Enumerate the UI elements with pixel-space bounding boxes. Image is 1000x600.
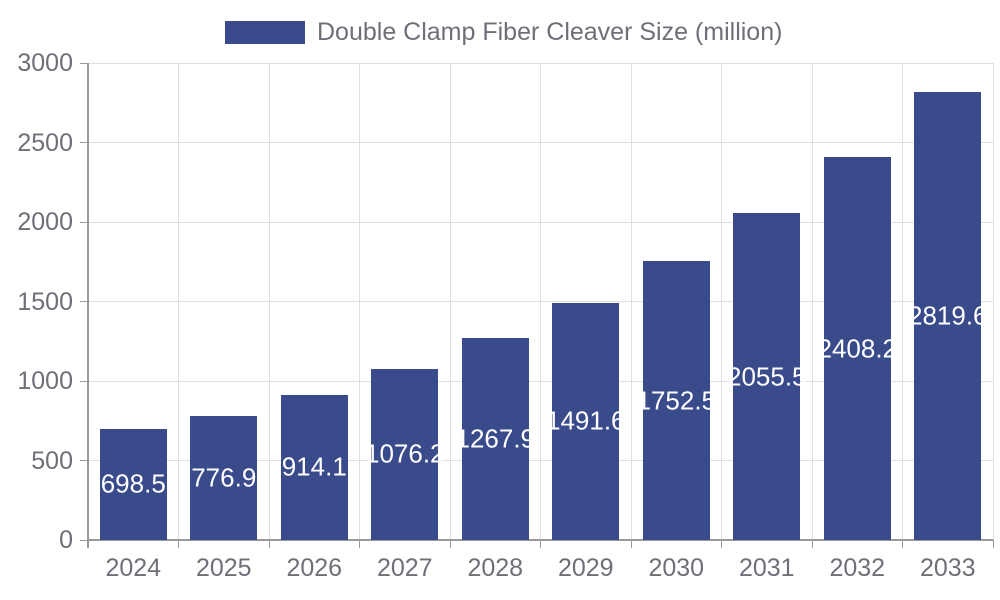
bar[interactable] <box>914 91 982 540</box>
bar[interactable] <box>552 302 620 540</box>
y-tick-label: 2000 <box>17 208 73 236</box>
x-tick-label: 2028 <box>467 554 524 582</box>
y-tick <box>80 221 88 223</box>
bar-value-label: 2408.2 <box>817 333 898 364</box>
x-tick-label: 2030 <box>648 554 705 582</box>
bar[interactable] <box>642 261 710 540</box>
bar[interactable] <box>371 368 439 540</box>
gridline-v <box>449 63 451 540</box>
y-tick-label: 3000 <box>17 49 73 77</box>
gridline-v <box>721 63 722 540</box>
bar-value-label: 914.1 <box>281 451 347 482</box>
y-tick-label: 0 <box>59 526 73 554</box>
bar[interactable] <box>823 157 891 540</box>
x-axis-line <box>88 539 993 541</box>
gridline-v <box>811 63 813 540</box>
x-tick <box>268 540 270 548</box>
y-tick <box>80 539 88 541</box>
plot-area: 0 500 1000 1500 2000 2500 3000 698.5 2024 776.9 20… <box>17 49 994 582</box>
x-tick <box>449 540 451 548</box>
x-tick-label: 2026 <box>286 554 343 582</box>
x-tick <box>811 540 813 548</box>
x-tick <box>178 540 179 548</box>
bar[interactable] <box>733 213 801 540</box>
bar-value-label: 1491.6 <box>545 405 626 436</box>
gridline-v <box>630 63 632 540</box>
y-tick <box>80 62 88 64</box>
gridline-v <box>902 63 903 540</box>
bar-value-label: 698.5 <box>100 468 166 499</box>
legend-item[interactable]: Double Clamp Fiber Cleaver Size (million… <box>225 20 782 45</box>
bar-value-label: 1076.2 <box>364 438 445 469</box>
x-tick <box>540 540 541 548</box>
bar-value-label: 1752.5 <box>636 385 717 416</box>
y-tick-label: 1500 <box>17 287 73 316</box>
y-tick-label: 1000 <box>17 367 73 395</box>
x-tick <box>992 540 994 548</box>
bar[interactable] <box>190 416 258 540</box>
gridline-v <box>268 63 270 540</box>
y-tick <box>80 301 88 302</box>
x-tick-label: 2033 <box>919 554 976 582</box>
x-tick-label: 2029 <box>557 554 614 582</box>
x-tick <box>902 540 903 548</box>
gridline-v <box>992 63 994 540</box>
bar-value-label: 776.9 <box>191 462 257 493</box>
legend-label: Double Clamp Fiber Cleaver Size (million… <box>317 18 783 46</box>
bar-value-label: 2055.5 <box>726 361 807 392</box>
x-tick-label: 2027 <box>376 554 433 582</box>
y-tick <box>80 460 88 461</box>
x-tick <box>359 540 360 548</box>
bar[interactable] <box>280 394 348 540</box>
x-tick-label: 2024 <box>105 554 162 582</box>
gridline-v <box>178 63 179 540</box>
y-tick-label: 2500 <box>17 128 73 157</box>
x-tick <box>721 540 722 548</box>
x-tick-label: 2031 <box>738 554 795 582</box>
bar-value-label: 2819.6 <box>907 300 988 331</box>
bar-value-label: 1267.9 <box>455 423 536 454</box>
legend-swatch <box>225 21 305 44</box>
x-tick-label: 2032 <box>829 554 886 582</box>
y-tick <box>80 142 88 143</box>
gridline-v <box>359 63 360 540</box>
y-axis-line <box>87 63 89 548</box>
y-tick <box>80 380 88 382</box>
x-tick <box>630 540 632 548</box>
bar[interactable] <box>99 428 167 540</box>
gridline-v <box>540 63 541 540</box>
bar[interactable] <box>461 338 529 540</box>
y-tick-label: 500 <box>31 446 73 475</box>
x-tick-label: 2025 <box>195 554 252 582</box>
